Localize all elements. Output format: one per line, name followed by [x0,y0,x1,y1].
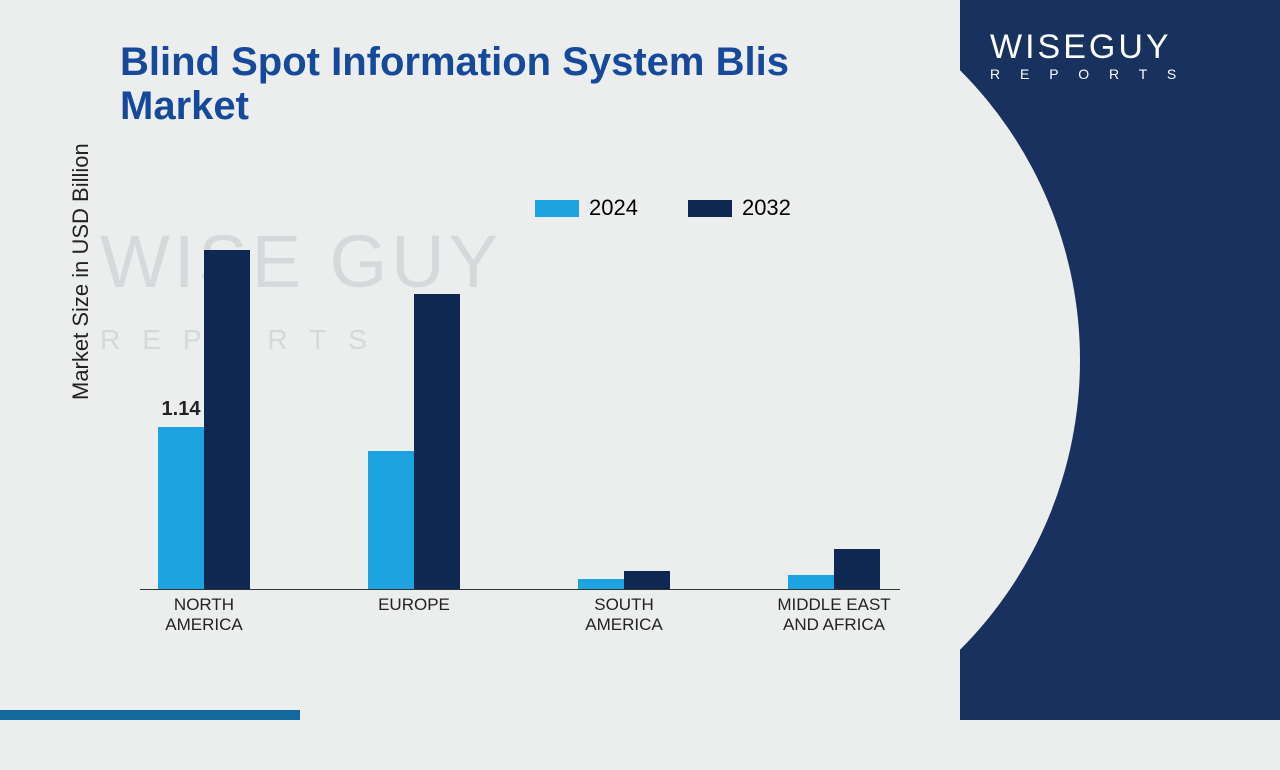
legend-swatch [688,200,732,217]
bottom-accent-bar [0,710,300,720]
bar-group [158,250,250,589]
bar-2032 [204,250,250,589]
x-axis-label: MIDDLE EAST AND AFRICA [774,595,894,636]
bar-group [578,571,670,590]
bar-group [368,294,460,589]
y-axis-label: Market Size in USD Billion [68,143,94,400]
legend: 2024 2032 [535,195,791,221]
legend-label: 2024 [589,195,638,221]
bar-chart: 1.14 [140,220,900,590]
bar-2032 [624,571,670,590]
logo-line1: WISEGUY [990,30,1240,64]
x-axis: NORTH AMERICA EUROPE SOUTH AMERICA MIDDLE E… [140,590,900,700]
bar-2032 [414,294,460,589]
x-axis-label: SOUTH AMERICA [564,595,684,636]
legend-item: 2032 [688,195,791,221]
x-axis-label: NORTH AMERICA [144,595,264,636]
bar-2024 [158,427,204,589]
legend-swatch [535,200,579,217]
bar-2024 [368,451,414,589]
page-title: Blind Spot Information System Blis Marke… [120,40,920,128]
x-axis-label: EUROPE [354,595,474,615]
brand-logo: WISEGUY R E P O R T S [990,30,1240,82]
legend-item: 2024 [535,195,638,221]
bar-2024 [788,575,834,589]
bar-group [788,549,880,589]
bar-2024 [578,579,624,589]
logo-line2: R E P O R T S [990,66,1240,82]
legend-label: 2032 [742,195,791,221]
bar-2032 [834,549,880,589]
